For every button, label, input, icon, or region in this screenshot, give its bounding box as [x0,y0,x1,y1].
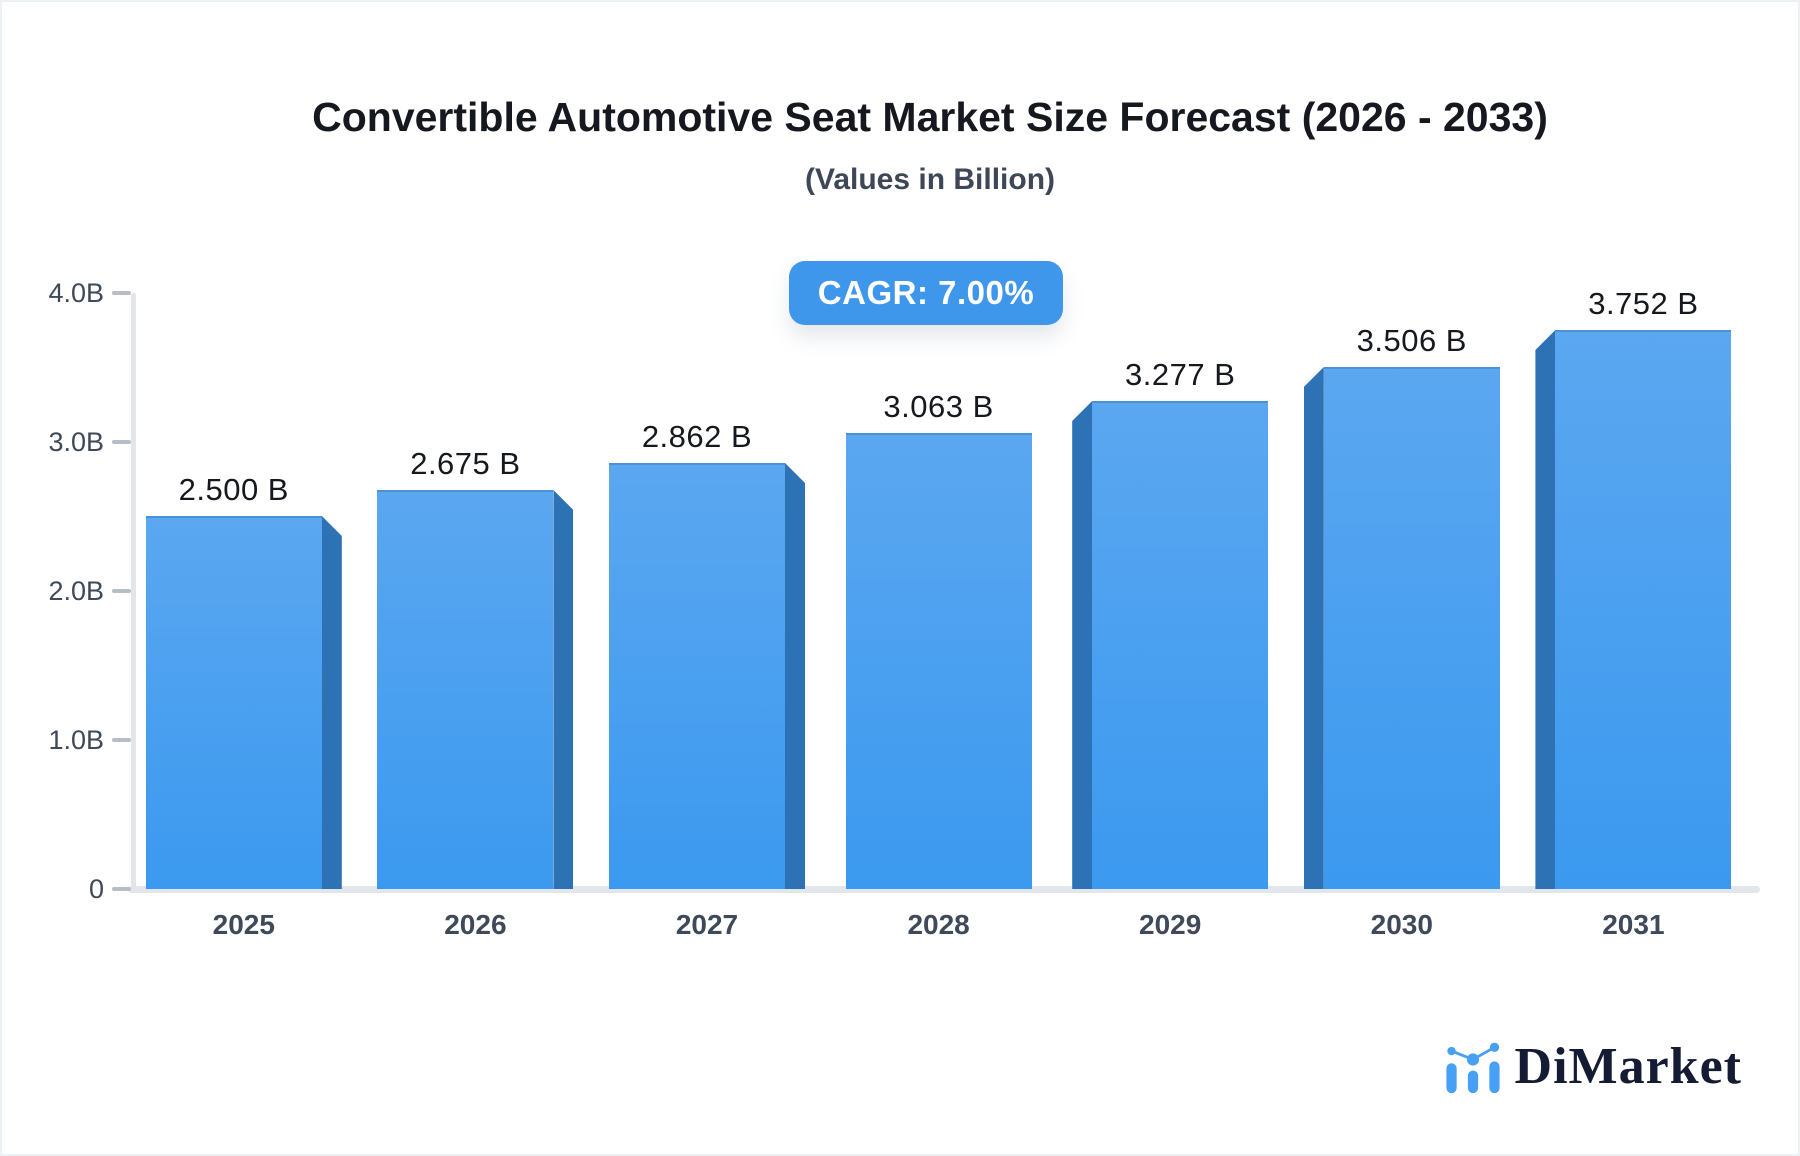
y-axis-tick [112,887,131,891]
y-axis-label: 2.0B [48,576,104,606]
bar-2030 [1323,367,1500,889]
y-axis-tick [112,738,131,742]
bar-side-2027 [785,463,805,889]
bar-value-label: 2.500 B [178,472,289,507]
x-axis-line [128,886,1760,893]
bar-side-2026 [553,490,574,889]
chart-header: Convertible Automotive Seat Market Size … [82,2,1778,197]
y-axis-label: 1.0B [48,725,104,755]
y-axis-line [131,293,136,890]
cagr-badge: CAGR: 7.00% [789,261,1063,325]
chart-subtitle: (Values in Billion) [804,163,1056,196]
bar-2031 [1555,330,1732,889]
bar-value-label: 2.675 B [410,446,521,481]
y-axis-tick [112,291,131,295]
bar-value-label: 2.862 B [641,419,753,454]
bar-value-label: 3.063 B [883,389,994,424]
cagr-badge-label: CAGR: 7.00% [817,274,1035,311]
y-axis-label: 4.0B [48,278,104,308]
bar-side-2031 [1535,330,1556,889]
chart-title: Convertible Automotive Seat Market Size … [312,94,1548,140]
bar-value-label: 3.277 B [1125,357,1236,392]
x-axis-label-2031: 2031 [1602,909,1665,940]
bar-2025 [145,516,322,889]
y-axis-label: 0 [88,874,104,904]
bar-value-label: 3.752 B [1588,286,1699,321]
bar-2029 [1092,401,1269,889]
bar-side-2029 [1072,401,1093,889]
bar-value-label: 3.506 B [1356,323,1467,358]
bar-2028 [845,433,1032,889]
x-axis-label-2026: 2026 [444,909,507,940]
y-axis-tick [112,589,131,593]
x-axis-label-2029: 2029 [1139,909,1202,940]
y-axis-tick [112,440,131,444]
dimarket-logo-icon [1445,1042,1500,1094]
brand-logo: DiMarket [1445,1028,1742,1104]
x-axis-label-2030: 2030 [1370,909,1433,940]
x-axis-label-2025: 2025 [212,909,275,940]
x-axis-label-2027: 2027 [675,909,739,940]
y-axis-label: 3.0B [48,427,104,457]
bar-side-2025 [321,516,342,889]
brand-name: DiMarket [1514,1037,1742,1095]
bar-2026 [377,490,554,889]
bar-2027 [609,463,785,889]
x-axis-label-2028: 2028 [907,909,970,940]
bar-side-2030 [1303,367,1324,889]
